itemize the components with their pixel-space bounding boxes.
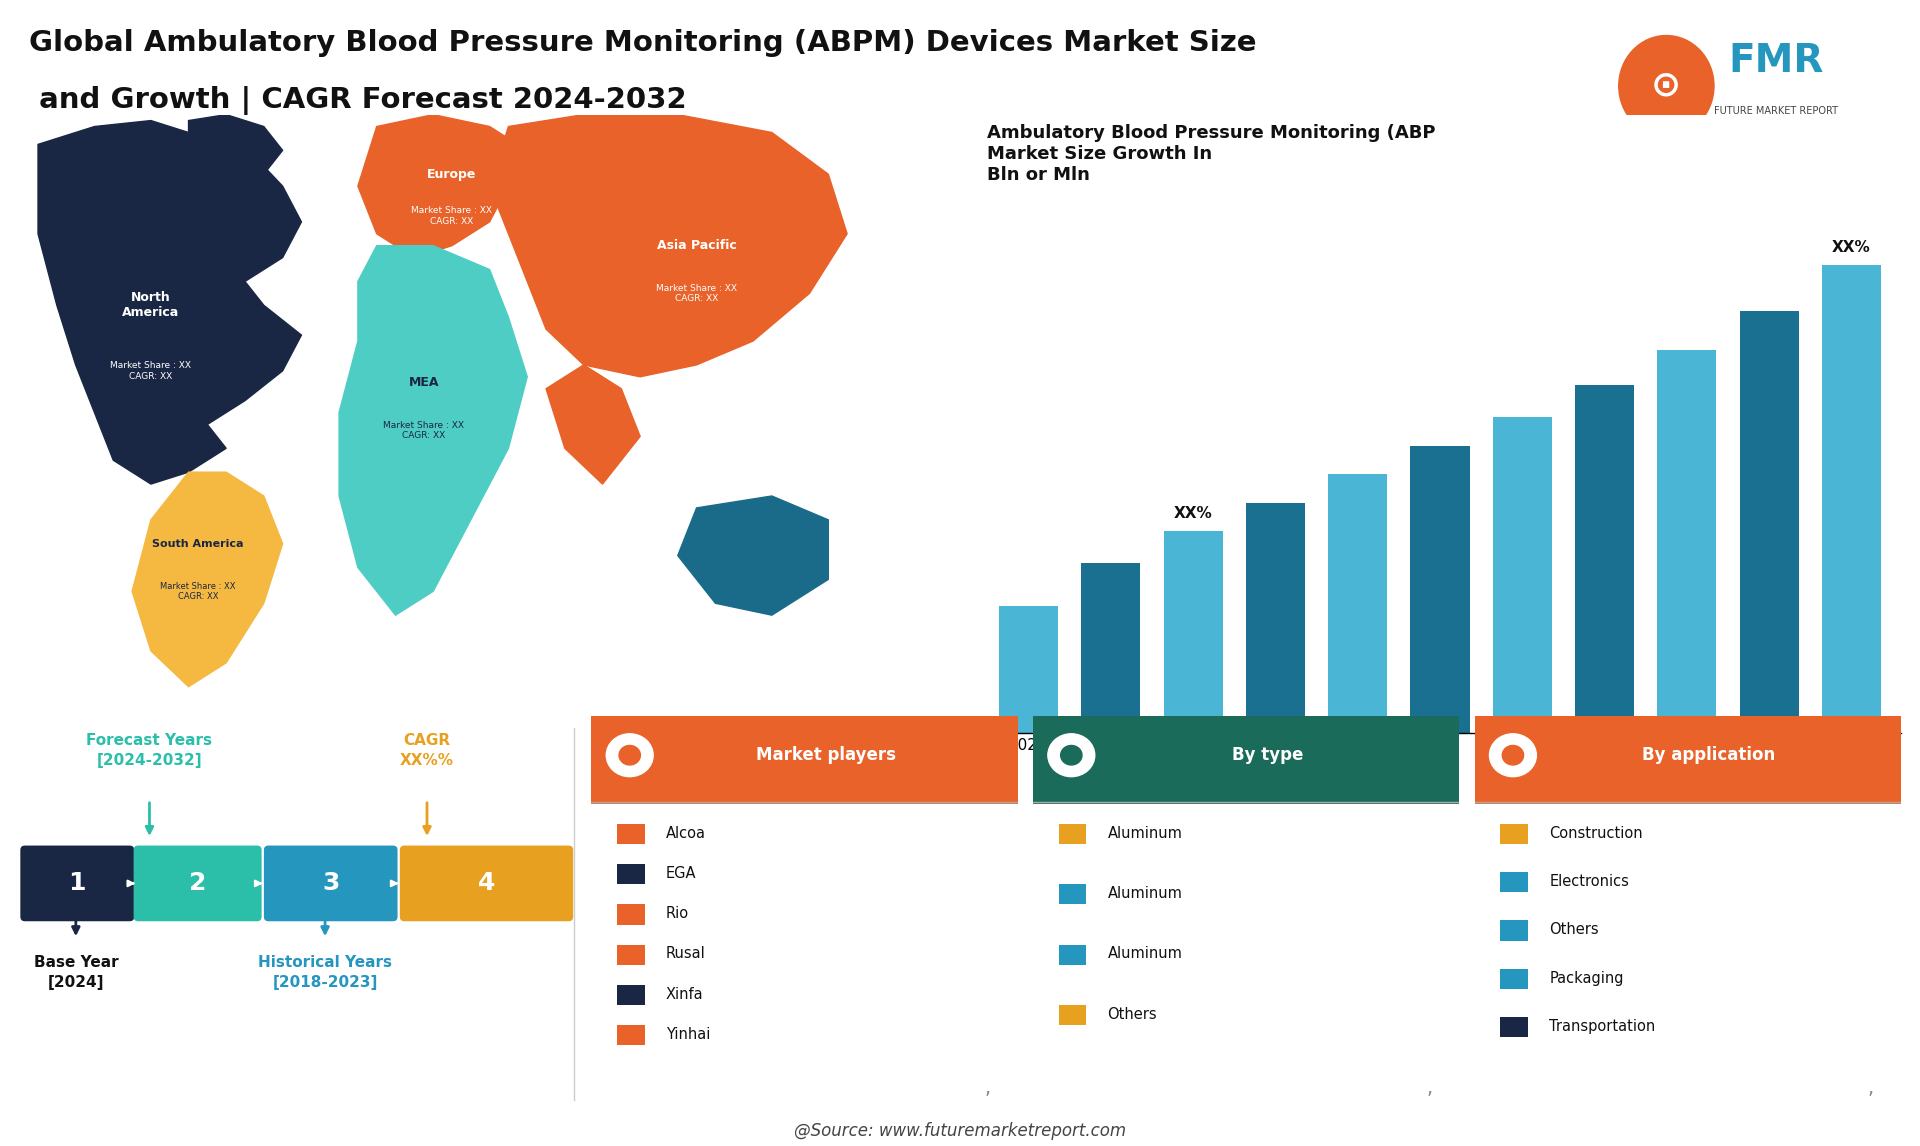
Circle shape	[618, 746, 641, 766]
Text: @Source: www.futuremarketreport.com: @Source: www.futuremarketreport.com	[795, 1122, 1125, 1140]
Text: Packaging: Packaging	[1549, 971, 1624, 986]
Text: Electronics: Electronics	[1549, 874, 1628, 889]
Text: Historical Years
[2018-2023]: Historical Years [2018-2023]	[257, 955, 392, 990]
Bar	[1822, 265, 1882, 733]
Text: Base Year
[2024]: Base Year [2024]	[33, 955, 119, 990]
Text: Market Share : XX
CAGR: XX: Market Share : XX CAGR: XX	[657, 284, 737, 303]
Bar	[998, 605, 1058, 733]
Text: MEA: MEA	[409, 376, 440, 390]
Text: and Growth | CAGR Forecast 2024-2032: and Growth | CAGR Forecast 2024-2032	[29, 86, 687, 115]
Text: Aluminum: Aluminum	[1108, 825, 1183, 841]
Polygon shape	[340, 245, 528, 615]
Polygon shape	[132, 472, 282, 686]
Text: Xinfa: Xinfa	[666, 987, 703, 1002]
Text: Asia Pacific: Asia Pacific	[657, 240, 737, 252]
Text: Market Share : XX
CAGR: XX: Market Share : XX CAGR: XX	[159, 582, 236, 601]
FancyBboxPatch shape	[616, 864, 645, 885]
Polygon shape	[188, 115, 282, 186]
Text: Transportation: Transportation	[1549, 1019, 1655, 1034]
Text: ,: ,	[1427, 1080, 1432, 1098]
FancyBboxPatch shape	[1500, 824, 1528, 845]
Bar	[1492, 417, 1551, 733]
Text: XX%: XX%	[1832, 240, 1870, 254]
FancyBboxPatch shape	[1014, 706, 1478, 804]
Text: FUTURE MARKET REPORT: FUTURE MARKET REPORT	[1715, 107, 1839, 116]
FancyBboxPatch shape	[616, 904, 645, 925]
Text: Yinhai: Yinhai	[666, 1027, 710, 1042]
FancyBboxPatch shape	[1467, 786, 1908, 1114]
Text: South America: South America	[152, 539, 244, 549]
FancyBboxPatch shape	[1058, 885, 1087, 904]
Bar	[1740, 311, 1799, 733]
FancyBboxPatch shape	[1500, 872, 1528, 893]
Text: CAGR
XX%%: CAGR XX%%	[399, 733, 453, 768]
Text: 1: 1	[69, 871, 86, 895]
FancyBboxPatch shape	[616, 824, 645, 845]
Text: North
America: North America	[123, 291, 180, 320]
Text: Market Share : XX
CAGR: XX: Market Share : XX CAGR: XX	[111, 361, 192, 380]
Text: Aluminum: Aluminum	[1108, 886, 1183, 901]
Text: Europe: Europe	[428, 167, 476, 181]
Text: Rio: Rio	[666, 906, 689, 921]
Text: Market players: Market players	[756, 746, 897, 764]
Bar	[1411, 446, 1469, 733]
FancyBboxPatch shape	[1500, 1017, 1528, 1037]
Text: By application: By application	[1642, 746, 1776, 764]
Bar	[1329, 474, 1388, 733]
FancyBboxPatch shape	[1058, 1005, 1087, 1026]
Polygon shape	[357, 115, 528, 258]
Text: Market Share : XX
CAGR: XX: Market Share : XX CAGR: XX	[411, 206, 492, 226]
Text: By type: By type	[1233, 746, 1304, 764]
Text: ⊙: ⊙	[1651, 69, 1682, 103]
FancyBboxPatch shape	[616, 944, 645, 965]
Text: Construction: Construction	[1549, 825, 1644, 841]
Text: XX%: XX%	[1173, 507, 1213, 521]
Circle shape	[1619, 36, 1715, 136]
Text: 4: 4	[478, 871, 495, 895]
Polygon shape	[545, 364, 639, 484]
Text: ,: ,	[985, 1080, 991, 1098]
FancyBboxPatch shape	[1500, 920, 1528, 941]
Text: Rusal: Rusal	[666, 947, 707, 961]
Text: Market Share : XX
CAGR: XX: Market Share : XX CAGR: XX	[384, 421, 465, 440]
Text: Others: Others	[1108, 1007, 1158, 1022]
FancyBboxPatch shape	[134, 846, 261, 921]
FancyBboxPatch shape	[21, 846, 134, 921]
Circle shape	[1501, 746, 1524, 766]
FancyBboxPatch shape	[1025, 786, 1467, 1114]
Text: ,: ,	[1868, 1080, 1874, 1098]
Bar	[1081, 563, 1140, 733]
Bar	[1574, 385, 1634, 733]
Text: Ambulatory Blood Pressure Monitoring (ABP
Market Size Growth In
Bln or Mln: Ambulatory Blood Pressure Monitoring (AB…	[987, 124, 1436, 183]
FancyBboxPatch shape	[399, 846, 574, 921]
Bar	[1657, 350, 1716, 733]
FancyBboxPatch shape	[584, 786, 1025, 1114]
FancyBboxPatch shape	[1500, 968, 1528, 989]
FancyBboxPatch shape	[616, 984, 645, 1005]
Text: Alcoa: Alcoa	[666, 825, 707, 841]
Text: Aluminum: Aluminum	[1108, 947, 1183, 961]
Text: 3: 3	[323, 871, 340, 895]
FancyBboxPatch shape	[1455, 706, 1920, 804]
FancyBboxPatch shape	[572, 706, 1037, 804]
Circle shape	[1048, 733, 1094, 777]
Text: Others: Others	[1549, 923, 1599, 937]
Polygon shape	[38, 120, 301, 484]
Polygon shape	[678, 496, 828, 615]
FancyBboxPatch shape	[263, 846, 397, 921]
Text: Forecast Years
[2024-2032]: Forecast Years [2024-2032]	[86, 733, 213, 768]
Polygon shape	[490, 115, 847, 377]
Text: FMR: FMR	[1728, 41, 1824, 80]
Circle shape	[1490, 733, 1536, 777]
FancyBboxPatch shape	[1058, 944, 1087, 965]
Circle shape	[607, 733, 653, 777]
Circle shape	[1060, 746, 1083, 766]
Text: EGA: EGA	[666, 866, 697, 881]
FancyBboxPatch shape	[1058, 824, 1087, 845]
Text: 2: 2	[188, 871, 205, 895]
Bar	[1246, 503, 1306, 733]
Bar	[1164, 531, 1223, 733]
FancyBboxPatch shape	[616, 1026, 645, 1045]
Text: Global Ambulatory Blood Pressure Monitoring (ABPM) Devices Market Size: Global Ambulatory Blood Pressure Monitor…	[29, 29, 1256, 56]
